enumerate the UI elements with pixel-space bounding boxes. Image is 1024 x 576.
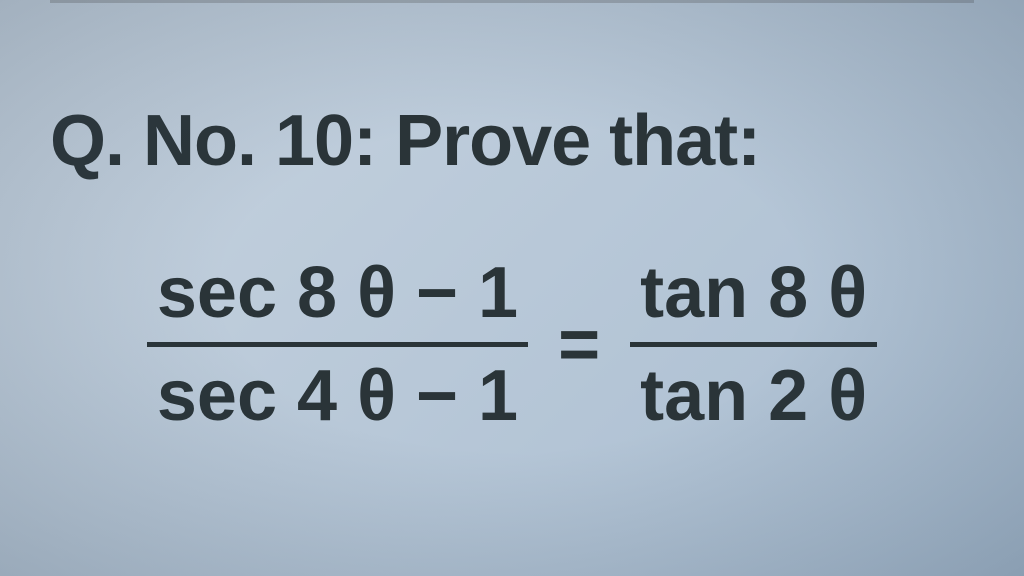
- equals-sign: =: [552, 304, 606, 386]
- left-numerator: sec 8 θ − 1: [147, 252, 528, 334]
- content-container: Q. No. 10: Prove that: sec 8 θ − 1 sec 4…: [0, 0, 1024, 437]
- equation: sec 8 θ − 1 sec 4 θ − 1 = tan 8 θ tan 2 …: [50, 252, 974, 437]
- right-denominator: tan 2 θ: [630, 355, 877, 437]
- left-fraction-bar: [147, 342, 528, 347]
- left-denominator: sec 4 θ − 1: [147, 355, 528, 437]
- right-fraction: tan 8 θ tan 2 θ: [630, 252, 877, 437]
- right-numerator: tan 8 θ: [630, 252, 877, 334]
- right-fraction-bar: [630, 342, 877, 347]
- question-title: Q. No. 10: Prove that:: [50, 100, 974, 182]
- left-fraction: sec 8 θ − 1 sec 4 θ − 1: [147, 252, 528, 437]
